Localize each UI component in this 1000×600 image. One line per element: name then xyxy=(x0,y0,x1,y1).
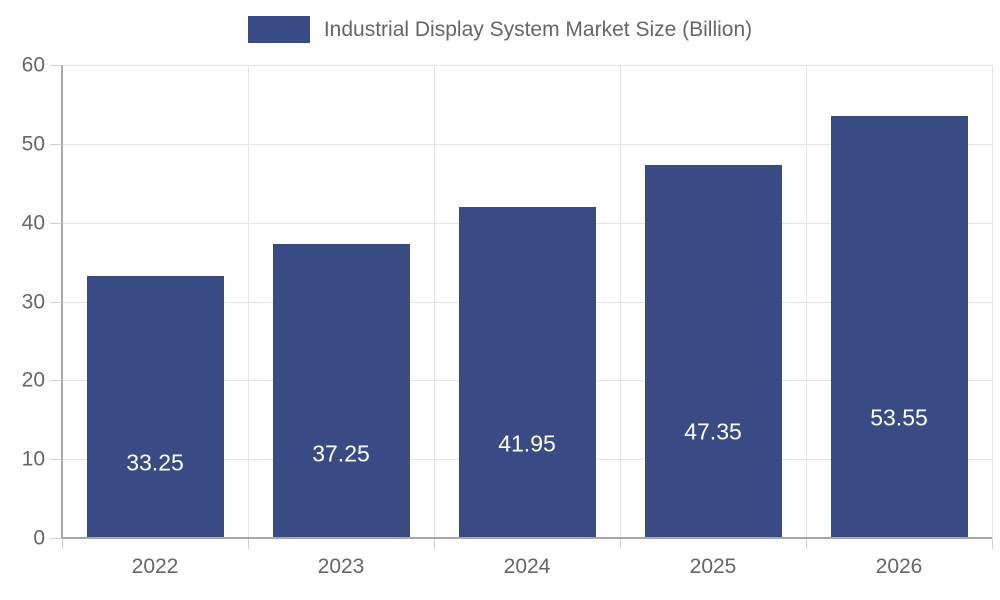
x-axis-tick-label: 2024 xyxy=(503,555,551,578)
plot-area: 33.25 37.25 41.95 47.35 53.55 xyxy=(62,65,993,539)
gridline-vertical xyxy=(434,65,435,538)
x-axis-tick-label: 2025 xyxy=(689,555,737,578)
bar-2023[interactable] xyxy=(273,244,410,538)
y-axis-tick-label: 50 xyxy=(21,132,45,156)
y-axis-tick-label: 20 xyxy=(21,368,45,392)
y-axis-tick-label: 0 xyxy=(33,526,45,550)
gridline-vertical xyxy=(248,65,249,538)
x-axis-tick-mark xyxy=(434,539,435,549)
gridline-vertical xyxy=(806,65,807,538)
y-axis-tick-mark xyxy=(50,144,62,145)
gridline-vertical xyxy=(992,65,993,538)
y-axis-tick-mark xyxy=(50,538,62,539)
gridline-horizontal xyxy=(62,144,992,145)
x-axis-tick-label: 2022 xyxy=(131,555,179,578)
legend-label[interactable]: Industrial Display System Market Size (B… xyxy=(323,17,753,41)
x-axis-tick-mark xyxy=(62,539,63,549)
y-axis-tick-mark xyxy=(50,459,62,460)
y-axis-tick-label: 10 xyxy=(21,447,45,471)
bar-2024[interactable] xyxy=(459,207,596,538)
bar-2022[interactable] xyxy=(87,276,224,538)
x-axis-tick-mark xyxy=(992,539,993,549)
y-axis-tick-mark xyxy=(50,380,62,381)
gridline-vertical xyxy=(620,65,621,538)
y-axis-line xyxy=(61,65,63,539)
x-axis-tick-label: 2026 xyxy=(875,555,923,578)
x-axis-tick-label: 2023 xyxy=(317,555,365,578)
y-axis-tick-label: 40 xyxy=(21,211,45,235)
y-axis-tick-mark xyxy=(50,223,62,224)
bar-2025[interactable] xyxy=(645,165,782,538)
gridline-horizontal xyxy=(62,65,992,66)
y-axis-tick-label: 30 xyxy=(21,290,45,313)
y-axis-tick-label: 60 xyxy=(21,53,45,77)
x-axis-line xyxy=(61,537,992,539)
chart-legend: Industrial Display System Market Size (B… xyxy=(0,10,1000,48)
y-axis-tick-mark xyxy=(50,65,62,66)
bar-2026[interactable] xyxy=(831,116,968,538)
x-axis-tick-mark xyxy=(806,539,807,549)
x-axis-tick-mark xyxy=(248,539,249,549)
y-axis-tick-mark xyxy=(50,302,62,303)
x-axis-tick-mark xyxy=(620,539,621,549)
legend-color-swatch[interactable] xyxy=(247,15,310,43)
